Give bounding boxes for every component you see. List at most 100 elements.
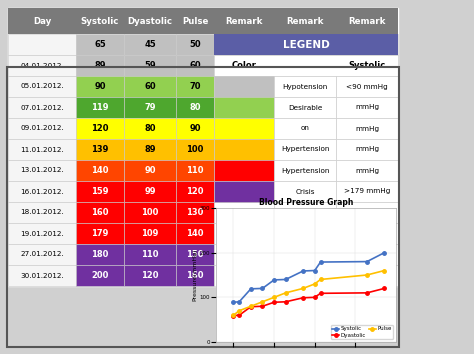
Bar: [274, 97, 336, 118]
Bar: [274, 202, 336, 223]
Bar: [8, 265, 76, 286]
Text: 90: 90: [189, 124, 201, 133]
Bar: [76, 118, 124, 139]
Title: Blood Pressure Graph: Blood Pressure Graph: [259, 198, 353, 207]
Bar: [214, 76, 274, 97]
Text: 100: 100: [186, 145, 204, 154]
Bar: [76, 139, 124, 160]
Bar: [124, 76, 176, 97]
Text: <90 mmHg: <90 mmHg: [346, 84, 388, 90]
Dyastolic: [364, 291, 370, 295]
Text: 45: 45: [144, 40, 156, 49]
Pulse: [364, 273, 370, 277]
Text: Crisis: Crisis: [295, 188, 315, 194]
Bar: [8, 244, 76, 265]
Text: 90: 90: [144, 166, 156, 175]
Bar: [76, 202, 124, 223]
Text: mmHg: mmHg: [355, 167, 379, 173]
Bar: [274, 223, 336, 244]
Systolic: [271, 278, 277, 282]
Text: Desirable: Desirable: [288, 104, 322, 110]
Bar: [336, 8, 398, 34]
Text: 30.01.2012.: 30.01.2012.: [20, 273, 64, 279]
Text: 11.01.2012.: 11.01.2012.: [20, 147, 64, 153]
Text: 110: 110: [186, 166, 204, 175]
Bar: [124, 265, 176, 286]
Systolic: [230, 300, 236, 304]
Bar: [214, 118, 274, 139]
Dyastolic: [248, 304, 254, 309]
Bar: [176, 244, 214, 265]
Pulse: [237, 309, 242, 313]
Bar: [124, 160, 176, 181]
Text: 160: 160: [91, 208, 109, 217]
Text: Remark: Remark: [348, 17, 386, 25]
Bar: [336, 76, 398, 97]
Bar: [124, 139, 176, 160]
Dyastolic: [230, 314, 236, 318]
Bar: [8, 8, 398, 286]
Systolic: [300, 269, 306, 273]
Bar: [8, 34, 76, 55]
Text: 120: 120: [186, 187, 204, 196]
Bar: [336, 202, 398, 223]
Bar: [336, 139, 398, 160]
Bar: [176, 139, 214, 160]
Text: 80: 80: [189, 103, 201, 112]
Text: 60: 60: [189, 61, 201, 70]
Bar: [274, 181, 336, 202]
Text: 140: 140: [91, 166, 109, 175]
Bar: [214, 8, 274, 34]
Text: Hypertension: Hypertension: [281, 147, 329, 153]
Text: 07.01.2012.: 07.01.2012.: [20, 104, 64, 110]
Pulse: [230, 313, 236, 317]
Bar: [274, 8, 336, 34]
Bar: [274, 118, 336, 139]
Bar: [274, 118, 336, 139]
Bar: [274, 55, 336, 76]
Line: Systolic: Systolic: [232, 251, 386, 304]
Text: mmHg: mmHg: [355, 147, 379, 153]
Text: 09.01.2012.: 09.01.2012.: [20, 126, 64, 131]
Dyastolic: [312, 295, 318, 299]
Bar: [76, 8, 124, 34]
Bar: [76, 160, 124, 181]
Y-axis label: Pressure(mmHg): Pressure(mmHg): [193, 249, 198, 301]
Dyastolic: [318, 291, 323, 296]
Bar: [336, 118, 398, 139]
Bar: [214, 265, 274, 286]
Text: Remark: Remark: [286, 17, 324, 25]
Text: 139: 139: [91, 145, 109, 154]
Systolic: [248, 287, 254, 291]
Text: 150: 150: [186, 250, 204, 259]
Bar: [336, 139, 398, 160]
Text: 180: 180: [91, 250, 109, 259]
Bar: [274, 181, 336, 202]
Bar: [214, 34, 274, 55]
Dyastolic: [271, 300, 277, 304]
Dyastolic: [382, 286, 387, 291]
Pulse: [312, 282, 318, 286]
Bar: [214, 76, 274, 97]
Text: mmHg: mmHg: [355, 104, 379, 110]
Systolic: [318, 260, 323, 264]
Systolic: [382, 251, 387, 255]
Bar: [124, 97, 176, 118]
Pulse: [382, 268, 387, 273]
Text: 16.01.2012.: 16.01.2012.: [20, 188, 64, 194]
Text: 120: 120: [91, 124, 109, 133]
Text: 50: 50: [189, 40, 201, 49]
Pulse: [318, 277, 323, 281]
Bar: [274, 265, 336, 286]
Bar: [274, 139, 336, 160]
Bar: [76, 223, 124, 244]
Bar: [176, 34, 214, 55]
Bar: [336, 265, 398, 286]
Bar: [124, 181, 176, 202]
Text: Color: Color: [232, 61, 256, 70]
Bar: [274, 76, 336, 97]
Legend: Systolic, Dyastolic, Pulse: Systolic, Dyastolic, Pulse: [331, 325, 393, 339]
Bar: [176, 8, 214, 34]
Text: 109: 109: [141, 229, 159, 238]
Text: 13.01.2012.: 13.01.2012.: [20, 167, 64, 173]
